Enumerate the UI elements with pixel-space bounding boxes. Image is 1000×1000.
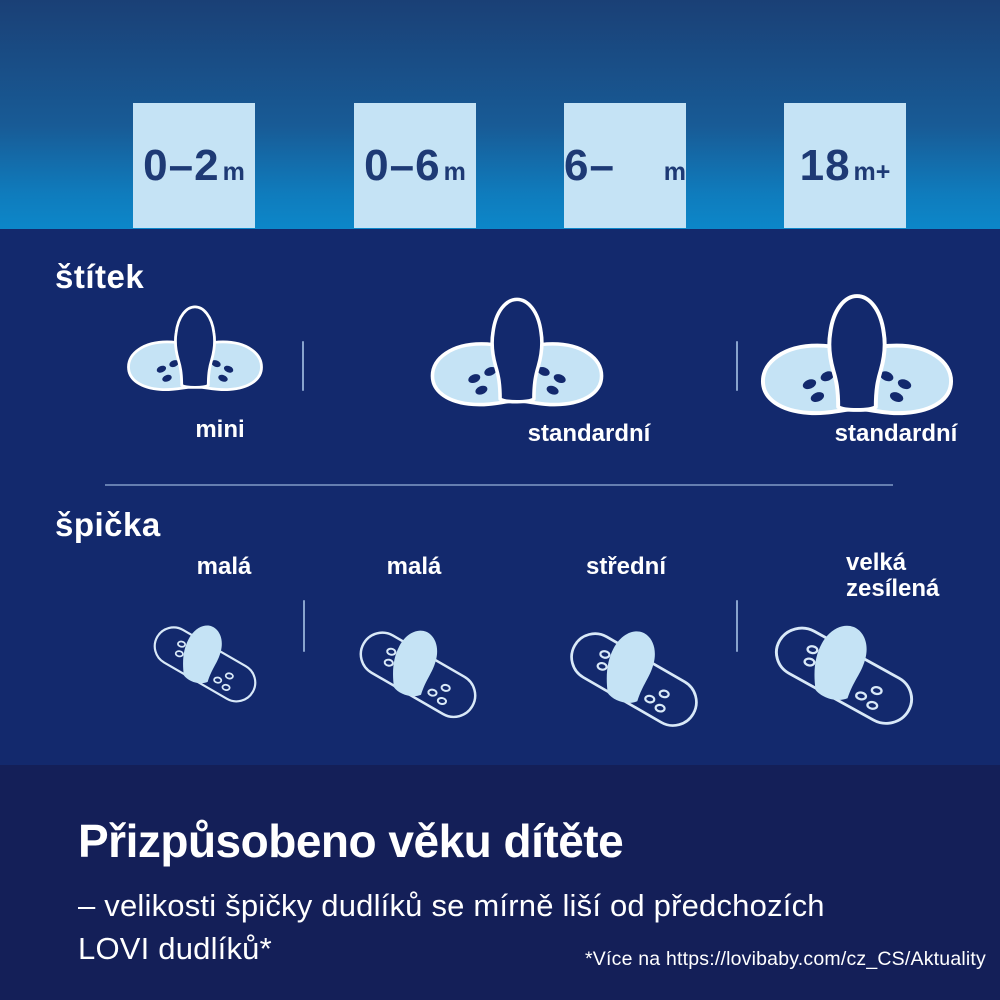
pacifier-shield-icon <box>430 297 604 407</box>
pacifier-shield-icon <box>760 294 954 416</box>
footnote: *Více na https://lovibaby.com/cz_CS/Aktu… <box>585 948 986 970</box>
age-badge: 0–2 m <box>133 103 255 228</box>
age-range: 0–6 <box>364 141 441 190</box>
footer-body: – velikosti špičky dudlíků se mírně liší… <box>78 884 825 970</box>
shield-size-label: standardní <box>834 420 958 447</box>
tip-size-label: velká zesílená <box>846 549 940 602</box>
age-badge: 18 m+ <box>784 103 906 228</box>
age-range: 18 <box>799 141 851 190</box>
column-divider <box>736 341 738 391</box>
pacifier-tip-icon <box>347 601 497 733</box>
age-range: 0–2 <box>143 141 220 190</box>
tip-size-label: střední <box>585 553 667 580</box>
shield-size-label: standardní <box>527 420 651 447</box>
shield-section-title: štítek <box>55 258 145 295</box>
age-unit: m+ <box>853 158 891 186</box>
footer-body-line2: LOVI dudlíků* <box>78 931 272 966</box>
section-divider <box>105 484 893 486</box>
pacifier-tip-icon <box>760 593 938 742</box>
age-badge: 6–18m <box>564 103 686 315</box>
age-badge: 0–6 m <box>354 103 476 228</box>
tip-size-label: malá <box>386 553 442 580</box>
pacifier-tip-icon <box>143 600 275 716</box>
tip-size-label: malá <box>196 553 252 580</box>
pacifier-tip-icon <box>557 600 720 743</box>
column-divider <box>302 341 304 391</box>
pacifier-shield-icon <box>127 305 263 392</box>
age-unit: m <box>663 158 686 186</box>
footer-band <box>0 765 1000 1000</box>
age-unit: m <box>443 158 466 186</box>
footer-body-line1: – velikosti špičky dudlíků se mírně liší… <box>78 888 825 923</box>
tip-section-title: špička <box>55 506 161 543</box>
age-unit: m <box>222 158 245 186</box>
footer-heading: Přizpůsobeno věku dítěte <box>78 815 624 867</box>
age-band: 0–2m 0–6m 6–18m 18m+ <box>0 0 1000 315</box>
shield-size-label: mini <box>195 416 245 443</box>
column-divider <box>736 600 738 652</box>
column-divider <box>303 600 305 652</box>
